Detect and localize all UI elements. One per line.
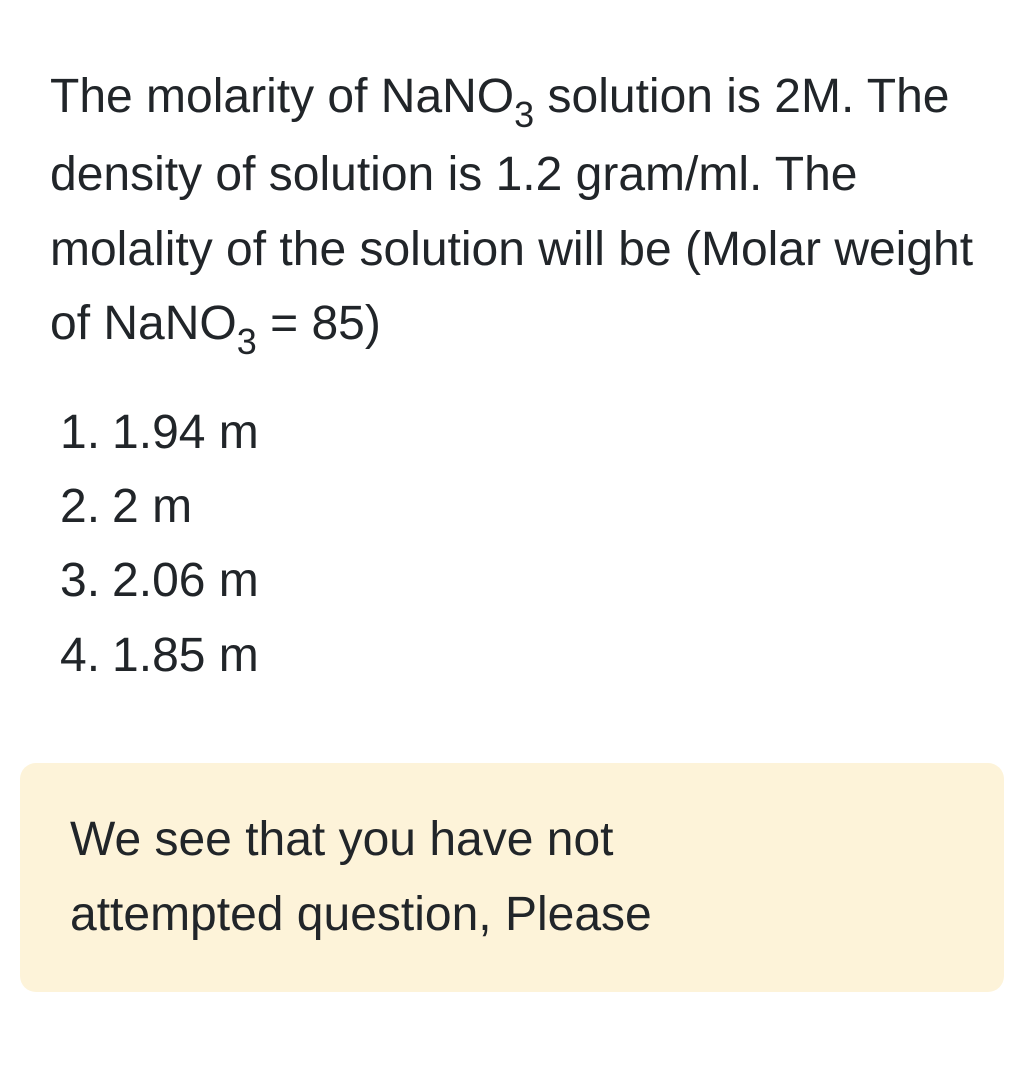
option-item[interactable]: 1. 1.94 m [60,396,974,470]
option-text: 2 m [112,470,192,544]
option-item[interactable]: 3. 2.06 m [60,544,974,618]
notice-box: We see that you have not attempted quest… [20,763,1004,992]
option-item[interactable]: 4. 1.85 m [60,619,974,693]
question-subscript2: 3 [237,321,257,362]
notice-text: We see that you have not attempted quest… [70,803,954,952]
option-number: 2. [60,470,100,544]
option-number: 1. [60,396,100,470]
question-container: The molarity of NaNO3 solution is 2M. Th… [0,0,1024,733]
option-number: 3. [60,544,100,618]
option-item[interactable]: 2. 2 m [60,470,974,544]
notice-line2: attempted question, Please [70,878,954,952]
notice-line1: We see that you have not [70,803,954,877]
option-text: 1.94 m [112,396,259,470]
options-list: 1. 1.94 m 2. 2 m 3. 2.06 m 4. 1.85 m [50,396,974,694]
question-part1: The molarity of NaNO [50,70,514,123]
question-text: The molarity of NaNO3 solution is 2M. Th… [50,60,974,366]
question-subscript1: 3 [514,94,534,135]
option-text: 1.85 m [112,619,259,693]
question-part3: = 85) [257,297,381,350]
option-text: 2.06 m [112,544,259,618]
option-number: 4. [60,619,100,693]
